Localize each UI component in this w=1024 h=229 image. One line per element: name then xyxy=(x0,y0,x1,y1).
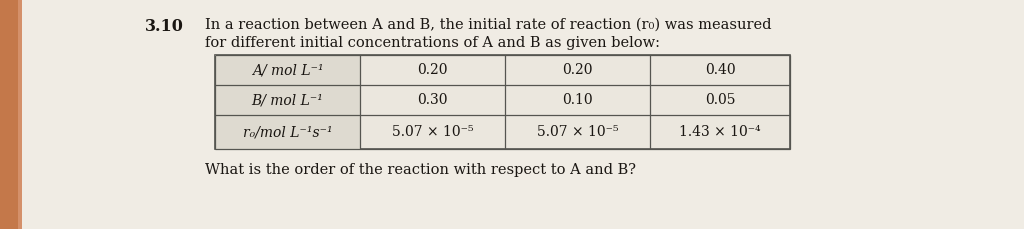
Text: 0.20: 0.20 xyxy=(417,63,447,77)
Bar xyxy=(215,55,360,85)
Bar xyxy=(215,115,360,149)
Bar xyxy=(0,0,18,229)
Text: 3.10: 3.10 xyxy=(145,18,184,35)
Text: In a reaction between A and B, the initial rate of reaction (r₀) was measured: In a reaction between A and B, the initi… xyxy=(205,18,771,32)
Text: 5.07 × 10⁻⁵: 5.07 × 10⁻⁵ xyxy=(392,125,473,139)
Text: 0.05: 0.05 xyxy=(705,93,735,107)
Text: A/ mol L⁻¹: A/ mol L⁻¹ xyxy=(252,63,324,77)
Text: for different initial concentrations of A and B as given below:: for different initial concentrations of … xyxy=(205,36,660,50)
Text: 0.30: 0.30 xyxy=(417,93,447,107)
Text: 0.20: 0.20 xyxy=(562,63,593,77)
Bar xyxy=(215,85,360,115)
Text: B/ mol L⁻¹: B/ mol L⁻¹ xyxy=(252,93,324,107)
Text: What is the order of the reaction with respect to A and B?: What is the order of the reaction with r… xyxy=(205,163,636,177)
Text: r₀/mol L⁻¹s⁻¹: r₀/mol L⁻¹s⁻¹ xyxy=(243,125,333,139)
Text: 0.40: 0.40 xyxy=(705,63,735,77)
Bar xyxy=(18,0,22,229)
Text: 0.10: 0.10 xyxy=(562,93,593,107)
Text: 1.43 × 10⁻⁴: 1.43 × 10⁻⁴ xyxy=(679,125,761,139)
Bar xyxy=(215,55,790,149)
Text: 5.07 × 10⁻⁵: 5.07 × 10⁻⁵ xyxy=(537,125,618,139)
